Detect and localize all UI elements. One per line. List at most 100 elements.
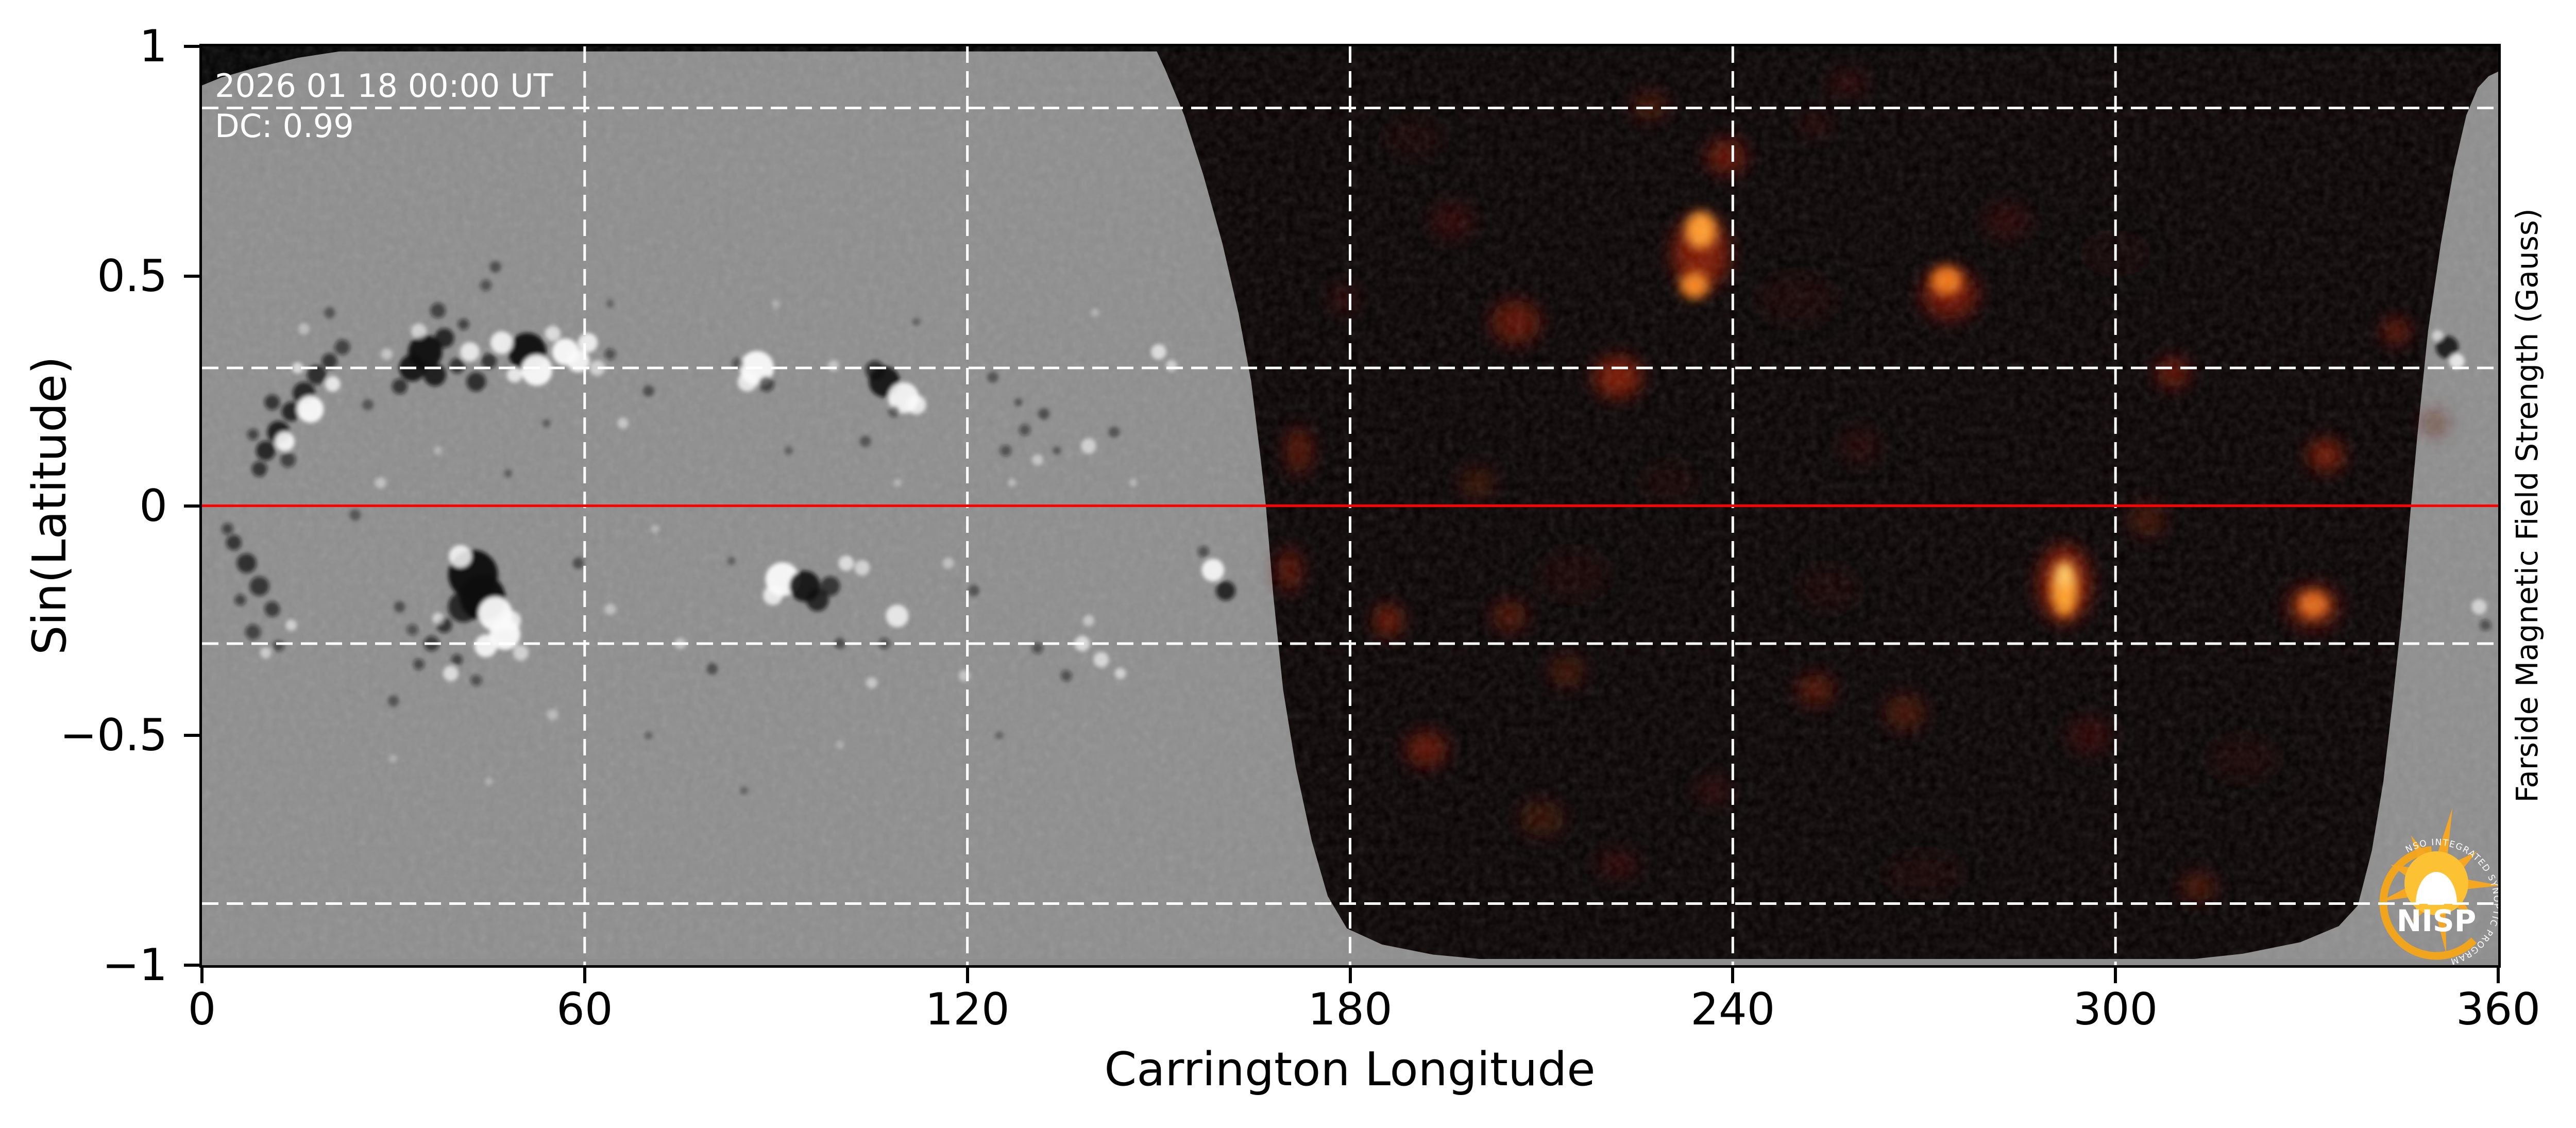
active-region-speckle — [838, 555, 854, 571]
active-region-speckle — [727, 557, 736, 565]
active-region-speckle — [893, 478, 902, 487]
active-region-speckle — [836, 740, 844, 749]
active-region-speckle — [325, 376, 341, 392]
active-region-speckle — [264, 394, 280, 410]
active-region-speckle — [1114, 667, 1126, 679]
active-region-speckle — [434, 328, 454, 348]
active-region-speckle — [430, 302, 446, 318]
active-region-speckle — [281, 401, 301, 422]
active-region-speckle — [408, 334, 443, 369]
active-region-speckle — [2435, 335, 2459, 359]
y-tick-mark — [184, 504, 199, 508]
frontside-active-regions — [222, 261, 2492, 795]
x-tick-mark — [583, 968, 586, 983]
active-region-speckle — [1093, 652, 1109, 668]
active-region-speckle — [644, 731, 653, 740]
active-region-speckle — [260, 647, 272, 659]
active-region-speckle — [349, 509, 361, 521]
active-region-speckle — [1019, 424, 1031, 436]
active-region-speckle — [470, 675, 482, 686]
active-region-speckle — [737, 372, 757, 392]
dc-overlay: DC: 0.99 — [215, 107, 354, 145]
logo-text: NISP — [2397, 903, 2476, 938]
active-region-speckle — [2471, 599, 2487, 615]
active-region-speckle — [521, 355, 552, 386]
active-region-speckle — [298, 323, 310, 335]
active-region-speckle — [589, 360, 605, 376]
active-region-speckle — [1091, 309, 1099, 317]
active-region-speckle — [234, 594, 246, 606]
active-region-speckle — [1008, 478, 1016, 487]
active-region-speckle — [443, 665, 459, 681]
y-tick-label: 1 — [139, 21, 167, 72]
x-tick-label: 240 — [1690, 984, 1775, 1035]
x-axis-label: Carrington Longitude — [1104, 1042, 1596, 1097]
active-region-speckle — [448, 591, 479, 622]
active-region-speckle — [888, 406, 900, 417]
active-region-speckle — [324, 307, 335, 319]
x-tick-mark — [1348, 968, 1352, 983]
x-tick-label: 0 — [188, 984, 216, 1035]
active-region-speckle — [1082, 615, 1094, 627]
x-tick-mark — [2497, 968, 2500, 983]
active-region-speckle — [834, 637, 846, 649]
active-region-speckle — [604, 348, 616, 360]
active-region-speckle — [1216, 581, 1236, 601]
active-region-speckle — [245, 624, 261, 640]
active-region-speckle — [451, 654, 463, 666]
active-region-speckle — [406, 624, 418, 636]
x-tick-mark — [2114, 968, 2117, 983]
plot-area: NISP NSO INTEGRATED SYNOPTIC PROGRAM 202… — [199, 44, 2501, 968]
active-region-speckle — [942, 557, 954, 569]
active-region-speckle — [604, 603, 616, 615]
active-region-speckle — [413, 659, 425, 670]
x-tick-label: 120 — [925, 984, 1010, 1035]
active-region-speckle — [506, 367, 522, 383]
active-region-speckle — [806, 588, 829, 612]
y-tick-mark — [184, 734, 199, 737]
active-region-speckle — [501, 611, 521, 631]
active-region-speckle — [292, 362, 303, 374]
active-region-speckle — [866, 677, 877, 688]
active-region-speckle — [504, 469, 513, 478]
active-region-speckle — [280, 452, 296, 468]
sun-dome-icon — [2416, 872, 2457, 904]
active-region-speckle — [434, 446, 443, 455]
active-region-speckle — [547, 709, 558, 721]
active-region-speckle — [740, 786, 749, 795]
y-tick-mark — [184, 274, 199, 278]
active-region-speckle — [886, 604, 909, 628]
x-tick-mark — [200, 968, 204, 983]
active-region-speckle — [1060, 670, 1072, 682]
active-region-speckle — [457, 318, 469, 330]
active-region-speckle — [1014, 398, 1023, 407]
active-region-speckle — [827, 360, 839, 372]
active-region-speckle — [466, 372, 486, 392]
active-region-speckle — [481, 353, 497, 369]
active-region-speckle — [995, 731, 1004, 740]
active-region-speckle — [381, 348, 393, 360]
active-region-speckle — [542, 419, 551, 428]
active-region-speckle — [772, 299, 781, 308]
active-region-speckle — [572, 557, 584, 569]
active-region-speckle — [485, 777, 494, 786]
active-region-speckle — [513, 645, 529, 661]
active-region-speckle — [321, 353, 337, 369]
active-region-speckle — [912, 317, 921, 326]
active-region-speckle — [307, 365, 327, 385]
active-region-speckle — [226, 534, 242, 550]
active-region-speckle — [865, 360, 885, 380]
y-tick-label: 0 — [139, 480, 167, 532]
active-region-speckle — [1151, 344, 1167, 360]
active-region-speckle — [1201, 559, 1225, 582]
active-region-speckle — [545, 326, 561, 342]
active-region-speckle — [389, 754, 398, 763]
active-region-speckle — [297, 396, 324, 423]
active-region-speckle — [1031, 454, 1043, 466]
active-region-speckle — [285, 619, 297, 631]
active-region-speckle — [474, 634, 497, 658]
active-region-speckle — [411, 323, 427, 339]
active-region-speckle — [256, 441, 276, 461]
active-region-speckle — [732, 358, 743, 369]
active-region-speckle — [820, 576, 840, 596]
